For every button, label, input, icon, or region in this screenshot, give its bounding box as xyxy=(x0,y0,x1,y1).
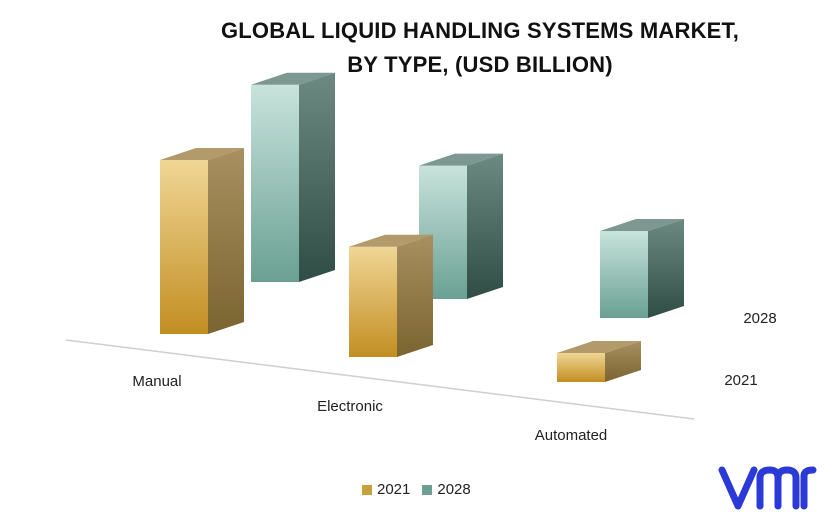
chart-title-line-2: BY TYPE, (USD BILLION) xyxy=(347,52,613,77)
bar-2021-automated xyxy=(557,341,641,382)
bar-2021-manual xyxy=(160,148,244,334)
legend: 2021 2028 xyxy=(362,481,483,498)
depth-label-2021: 2021 xyxy=(724,372,757,389)
category-label-electronic: Electronic xyxy=(317,398,383,415)
legend-label-2028: 2028 xyxy=(437,481,471,498)
bar-2021-electronic xyxy=(349,234,433,357)
depth-label-2028: 2028 xyxy=(743,310,776,327)
bar-2028-manual xyxy=(251,72,335,282)
chart-title: GLOBAL LIQUID HANDLING SYSTEMS MARKET, B… xyxy=(150,14,810,82)
vmr-logo xyxy=(718,466,817,510)
category-label-manual: Manual xyxy=(132,373,181,390)
floor-edge xyxy=(65,339,695,420)
chart-title-line-1: GLOBAL LIQUID HANDLING SYSTEMS MARKET, xyxy=(220,18,740,43)
category-label-automated: Automated xyxy=(535,427,608,444)
legend-item-2028: 2028 xyxy=(422,481,471,498)
legend-swatch-2021 xyxy=(362,484,372,495)
bar-2028-automated xyxy=(600,219,684,318)
legend-swatch-2028 xyxy=(422,484,433,495)
chart-plot-area: Manual Electronic Automated 2028 2021 xyxy=(65,72,777,444)
legend-label-2021: 2021 xyxy=(377,481,411,498)
legend-item-2021: 2021 xyxy=(362,481,410,498)
